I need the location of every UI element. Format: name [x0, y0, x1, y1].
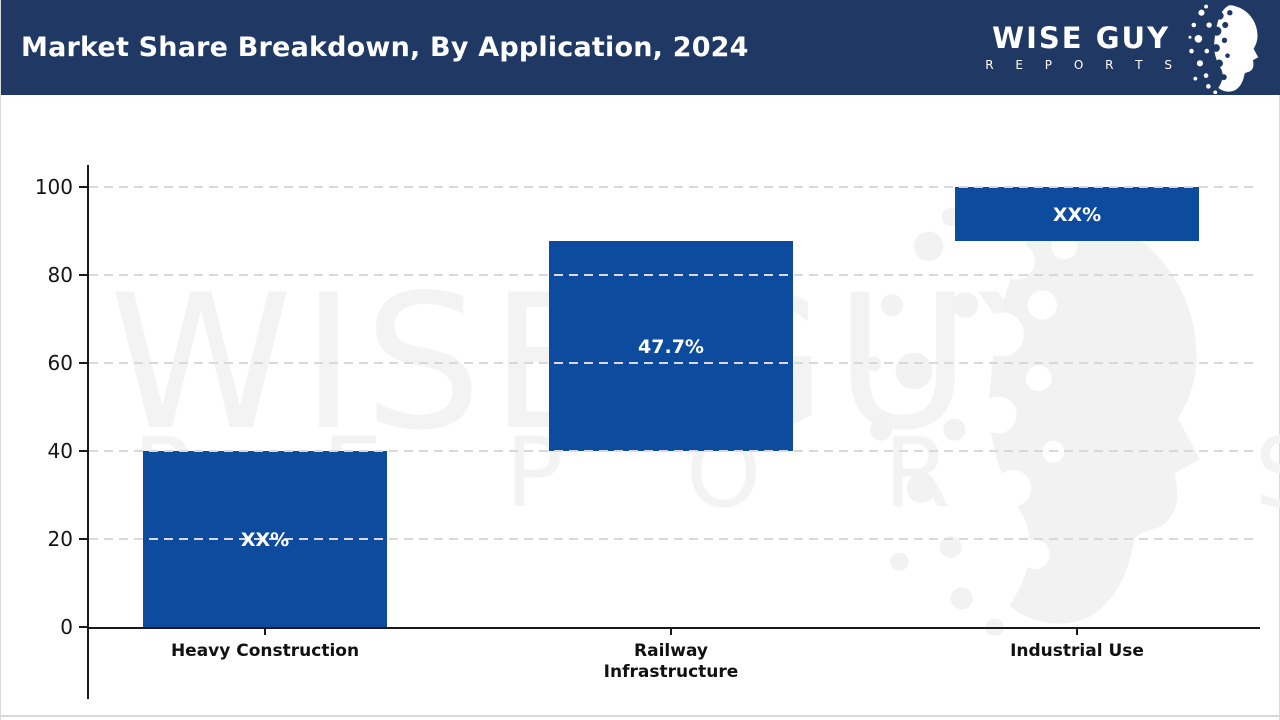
- wise-guy-logo: WISE GUY R E P O R T S: [981, 4, 1269, 94]
- logo-primary-text: WISE GUY: [992, 21, 1171, 55]
- x-tick-mark: [1076, 627, 1078, 635]
- x-tick-mark: [264, 627, 266, 635]
- y-axis-line: [87, 165, 89, 699]
- y-tick-label: 80: [47, 263, 73, 287]
- y-tick-mark: [79, 450, 87, 452]
- bottom-border: [1, 715, 1279, 717]
- gridline-80: [89, 274, 1259, 276]
- watermark-face-icon: [866, 207, 1200, 635]
- y-tick-label: 40: [47, 439, 73, 463]
- y-tick-label: 60: [47, 351, 73, 375]
- x-category-label: Industrial Use: [1010, 641, 1144, 661]
- x-category-label: Heavy Construction: [170, 641, 360, 661]
- bar-value-label: 47.7%: [638, 336, 704, 359]
- header: Market Share Breakdown, By Application, …: [1, 0, 1280, 95]
- market-share-chart: WISE GUY R E P O R T S XX: [1, 95, 1280, 715]
- x-category-label: Railway Infrastructure: [603, 641, 739, 682]
- bar-value-label: XX%: [240, 529, 290, 551]
- dotted-face-profile-icon: [1188, 4, 1259, 94]
- bar-railway-infrastructure: [549, 241, 793, 451]
- y-tick-mark: [79, 626, 87, 628]
- y-tick-label: 20: [47, 527, 73, 551]
- y-tick-mark: [79, 186, 87, 188]
- bar-value-label: XX%: [1052, 204, 1102, 227]
- y-tick-label: 0: [60, 615, 73, 639]
- y-tick-mark: [79, 362, 87, 364]
- gridline-40: [89, 450, 1259, 452]
- gridline-60: [89, 362, 1259, 364]
- y-tick-mark: [79, 274, 87, 276]
- x-axis-line: [87, 627, 1260, 629]
- x-tick-mark: [670, 627, 672, 635]
- logo-wordmark: WISE GUY R E P O R T S: [981, 21, 1181, 73]
- logo-secondary-text: R E P O R T S: [985, 58, 1181, 72]
- y-tick-label: 100: [34, 175, 73, 199]
- y-tick-mark: [79, 538, 87, 540]
- gridline-20: [89, 538, 1259, 540]
- page-title: Market Share Breakdown, By Application, …: [21, 32, 749, 63]
- gridline-100: [89, 186, 1259, 188]
